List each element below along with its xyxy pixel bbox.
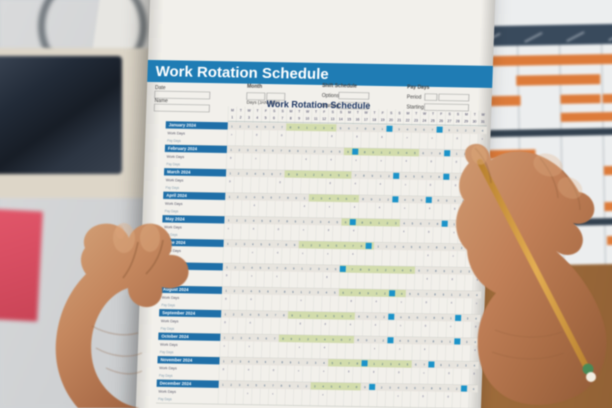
svg-text:13: 13 xyxy=(331,117,335,121)
svg-text:28: 28 xyxy=(456,119,460,123)
svg-text:9: 9 xyxy=(298,117,300,121)
svg-text:February 2024: February 2024 xyxy=(168,146,198,152)
svg-text:10: 10 xyxy=(305,117,309,121)
svg-text:T: T xyxy=(357,111,359,115)
svg-text:19: 19 xyxy=(381,118,385,122)
svg-text:T: T xyxy=(474,113,476,117)
svg-text:17: 17 xyxy=(364,118,368,122)
svg-text:M: M xyxy=(231,108,234,112)
svg-text:16: 16 xyxy=(356,118,360,122)
svg-text:14: 14 xyxy=(339,117,343,121)
svg-text:M: M xyxy=(289,109,292,113)
svg-text:29: 29 xyxy=(464,119,468,123)
svg-text:15: 15 xyxy=(347,117,351,121)
svg-text:F: F xyxy=(440,112,442,116)
svg-text:T: T xyxy=(240,109,242,113)
svg-text:25: 25 xyxy=(431,119,435,123)
svg-text:T: T xyxy=(298,110,300,114)
svg-text:18: 18 xyxy=(372,118,376,122)
svg-text:6: 6 xyxy=(273,116,275,120)
svg-text:M: M xyxy=(406,111,409,115)
svg-text:2: 2 xyxy=(240,116,242,120)
svg-text:January 2024: January 2024 xyxy=(169,122,197,127)
svg-text:T: T xyxy=(415,112,417,116)
svg-text:T: T xyxy=(315,110,317,114)
svg-text:8: 8 xyxy=(290,116,292,120)
svg-text:M: M xyxy=(348,110,351,114)
svg-text:F: F xyxy=(382,111,384,115)
svg-text:1: 1 xyxy=(231,115,233,119)
svg-text:22: 22 xyxy=(406,118,410,122)
svg-text:Period: Period xyxy=(407,94,422,100)
svg-text:Work Days: Work Days xyxy=(167,131,185,135)
svg-text:Work Days: Work Days xyxy=(167,155,185,159)
svg-text:Pay Days: Pay Days xyxy=(407,84,430,90)
svg-text:Shift Schedule: Shift Schedule xyxy=(322,83,357,90)
svg-text:5: 5 xyxy=(265,116,267,120)
svg-text:Month: Month xyxy=(247,84,262,90)
svg-text:T: T xyxy=(373,111,375,115)
svg-text:30: 30 xyxy=(473,120,477,124)
svg-text:11: 11 xyxy=(314,117,318,121)
svg-text:26: 26 xyxy=(439,119,443,123)
svg-text:Options: Options xyxy=(322,93,340,99)
svg-text:Date: Date xyxy=(155,85,166,91)
svg-text:27: 27 xyxy=(447,119,451,123)
svg-text:Name: Name xyxy=(154,98,168,104)
svg-text:7: 7 xyxy=(281,116,283,120)
svg-text:4: 4 xyxy=(256,116,258,120)
svg-text:Starting: Starting xyxy=(406,104,424,110)
svg-text:T: T xyxy=(432,112,434,116)
svg-text:T: T xyxy=(256,109,258,113)
svg-text:3: 3 xyxy=(248,116,250,120)
svg-text:21: 21 xyxy=(397,118,401,122)
svg-text:23: 23 xyxy=(414,119,418,123)
svg-text:24: 24 xyxy=(422,119,426,123)
svg-text:Work Rotation Schedule: Work Rotation Schedule xyxy=(155,63,329,83)
svg-text:M: M xyxy=(465,112,468,116)
svg-text:F: F xyxy=(323,110,325,114)
svg-text:20: 20 xyxy=(389,118,393,122)
svg-text:Pay Days: Pay Days xyxy=(167,139,181,143)
svg-text:F: F xyxy=(265,109,267,113)
svg-text:12: 12 xyxy=(322,117,326,121)
svg-text:31: 31 xyxy=(481,120,485,124)
